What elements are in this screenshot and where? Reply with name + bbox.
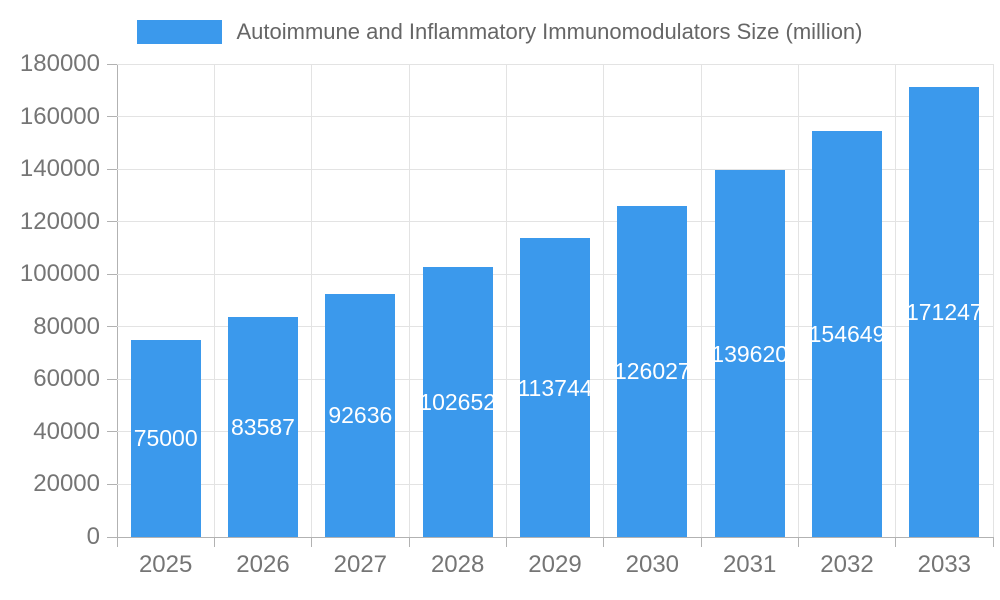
- x-tick-label: 2029: [528, 551, 582, 578]
- y-tick-label: 180000: [19, 50, 100, 77]
- legend-item[interactable]: Autoimmune and Inflammatory Immunomodula…: [137, 19, 863, 45]
- x-axis-tick: [408, 537, 410, 547]
- x-tick-label: 2031: [722, 551, 777, 578]
- x-gridline: [895, 64, 897, 537]
- x-axis-tick: [992, 537, 994, 547]
- bar-2027[interactable]: [325, 293, 396, 537]
- y-tick-label: 80000: [33, 312, 100, 340]
- bar-2032[interactable]: [812, 130, 882, 537]
- x-axis-tick: [797, 537, 799, 547]
- x-tick-label: 2032: [820, 551, 874, 578]
- y-axis-line: [117, 64, 118, 538]
- x-tick-label: 2025: [138, 551, 193, 578]
- y-axis-tick: [107, 536, 117, 538]
- bar-2025[interactable]: [130, 339, 201, 537]
- x-axis-tick: [700, 537, 702, 547]
- legend-swatch: [137, 20, 223, 44]
- y-tick-label: 0: [86, 523, 100, 550]
- y-tick-label: 100000: [19, 260, 100, 288]
- bar-2030[interactable]: [617, 205, 688, 537]
- plot-area: 75000 83587 92636 102652 113744 126027 139620 1…: [107, 63, 994, 547]
- x-gridline: [992, 64, 994, 537]
- x-gridline: [797, 64, 799, 537]
- x-gridline: [505, 64, 507, 537]
- bar-value-label: 139620: [711, 340, 789, 367]
- legend-label: Autoimmune and Inflammatory Immunomodula…: [236, 19, 863, 44]
- y-tick-label: 140000: [19, 155, 100, 183]
- x-tick-label: 2030: [625, 551, 680, 578]
- bar-value-label: 102652: [419, 389, 497, 416]
- bar-2026[interactable]: [228, 317, 298, 537]
- bar-2031[interactable]: [714, 170, 785, 537]
- x-axis-tick: [895, 537, 897, 547]
- bar-2033[interactable]: [909, 87, 980, 537]
- x-tick-label: 2028: [430, 551, 485, 578]
- y-gridline: [117, 63, 993, 65]
- y-gridline: [117, 168, 993, 170]
- x-gridline: [408, 64, 410, 537]
- x-gridline: [603, 64, 605, 537]
- bar-2028[interactable]: [422, 267, 493, 537]
- y-tick-label: 120000: [19, 207, 100, 235]
- bar-value-label: 126027: [613, 358, 691, 385]
- y-tick-label: 60000: [33, 365, 100, 393]
- y-axis-tick: [107, 378, 117, 380]
- y-gridline: [117, 221, 993, 223]
- x-tick-label: 2026: [236, 551, 290, 578]
- y-axis-tick: [107, 273, 117, 275]
- y-tick-label: 40000: [33, 417, 100, 445]
- y-gridline: [117, 116, 993, 118]
- x-gridline: [213, 64, 215, 537]
- y-axis-tick: [107, 431, 117, 433]
- y-axis-tick: [107, 221, 117, 223]
- chart-legend: Autoimmune and Inflammatory Immunomodula…: [0, 14, 1000, 50]
- y-axis-tick: [107, 168, 117, 170]
- x-axis-tick: [311, 537, 313, 547]
- bar-value-label: 75000: [133, 425, 198, 452]
- bar-value-label: 171247: [905, 299, 983, 325]
- x-axis-tick: [603, 537, 605, 547]
- x-axis-tick: [213, 537, 215, 547]
- bar-value-label: 113744: [517, 374, 593, 401]
- y-axis-tick: [107, 63, 117, 65]
- x-gridline: [700, 64, 702, 537]
- x-axis-tick: [116, 537, 118, 547]
- x-tick-label: 2027: [333, 551, 388, 578]
- y-axis-tick: [107, 116, 117, 118]
- x-tick-label: 2033: [917, 551, 972, 578]
- bar-value-label: 154649: [808, 320, 886, 347]
- x-gridline: [311, 64, 313, 537]
- x-axis-tick: [505, 537, 507, 547]
- y-axis-tick: [107, 326, 117, 328]
- y-axis-tick: [107, 483, 117, 485]
- y-tick-label: 160000: [19, 102, 100, 130]
- bar-2029[interactable]: [520, 238, 590, 537]
- x-axis-line: [117, 537, 994, 538]
- bar-value-label: 92636: [328, 402, 393, 429]
- y-tick-label: 20000: [33, 470, 100, 498]
- bar-value-label: 83587: [231, 414, 295, 441]
